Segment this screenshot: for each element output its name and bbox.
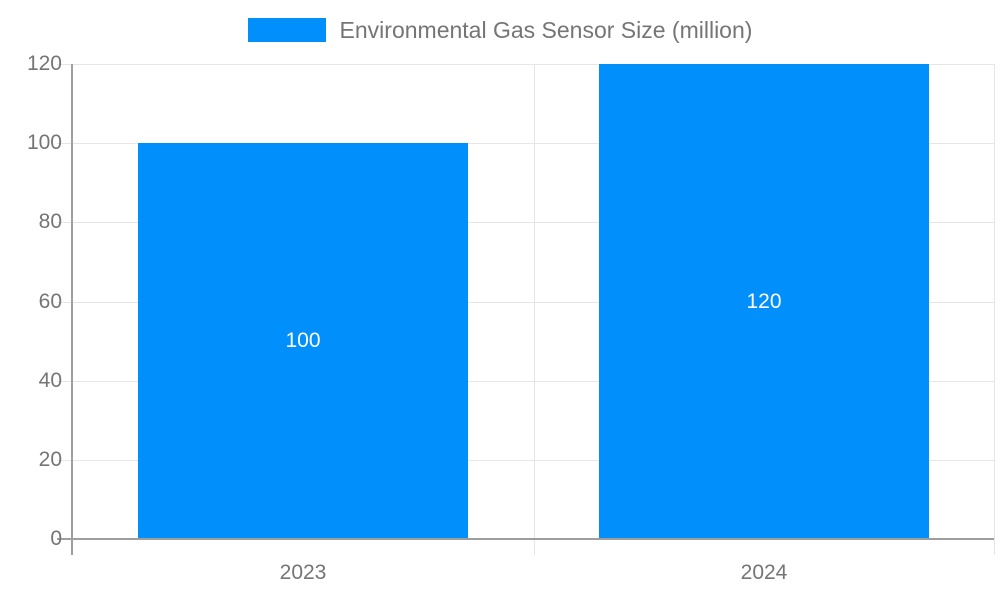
legend-label: Environmental Gas Sensor Size (million) [339,17,753,43]
bar-2023[interactable] [138,143,468,539]
gridline [57,381,994,382]
x-axis-line [57,538,994,540]
bar-2024[interactable] [599,64,929,539]
x-axis-tick-label: 2024 [740,561,788,584]
bar-value-label: 120 [746,290,782,313]
legend-item[interactable]: Environmental Gas Sensor Size (million) [0,17,1000,43]
legend-swatch [247,18,326,42]
gridline [57,143,994,144]
category-boundary-gridline [534,64,535,555]
gridline [57,64,994,65]
y-axis-tick-label: 100 [26,131,62,154]
y-axis-tick-label: 0 [50,527,62,550]
x-axis-tick-label: 2023 [279,561,327,584]
y-axis-tick-label: 120 [26,52,62,75]
y-axis-tick-label: 60 [38,290,62,313]
bar-value-label: 100 [285,329,321,352]
y-axis-tick-label: 40 [38,369,62,392]
y-axis-tick-label: 80 [38,210,62,233]
gridline [57,222,994,223]
gridline [57,460,994,461]
category-boundary-gridline [994,64,995,555]
gridline [57,302,994,303]
y-axis-tick-label: 20 [38,448,62,471]
y-axis-line [71,64,73,555]
